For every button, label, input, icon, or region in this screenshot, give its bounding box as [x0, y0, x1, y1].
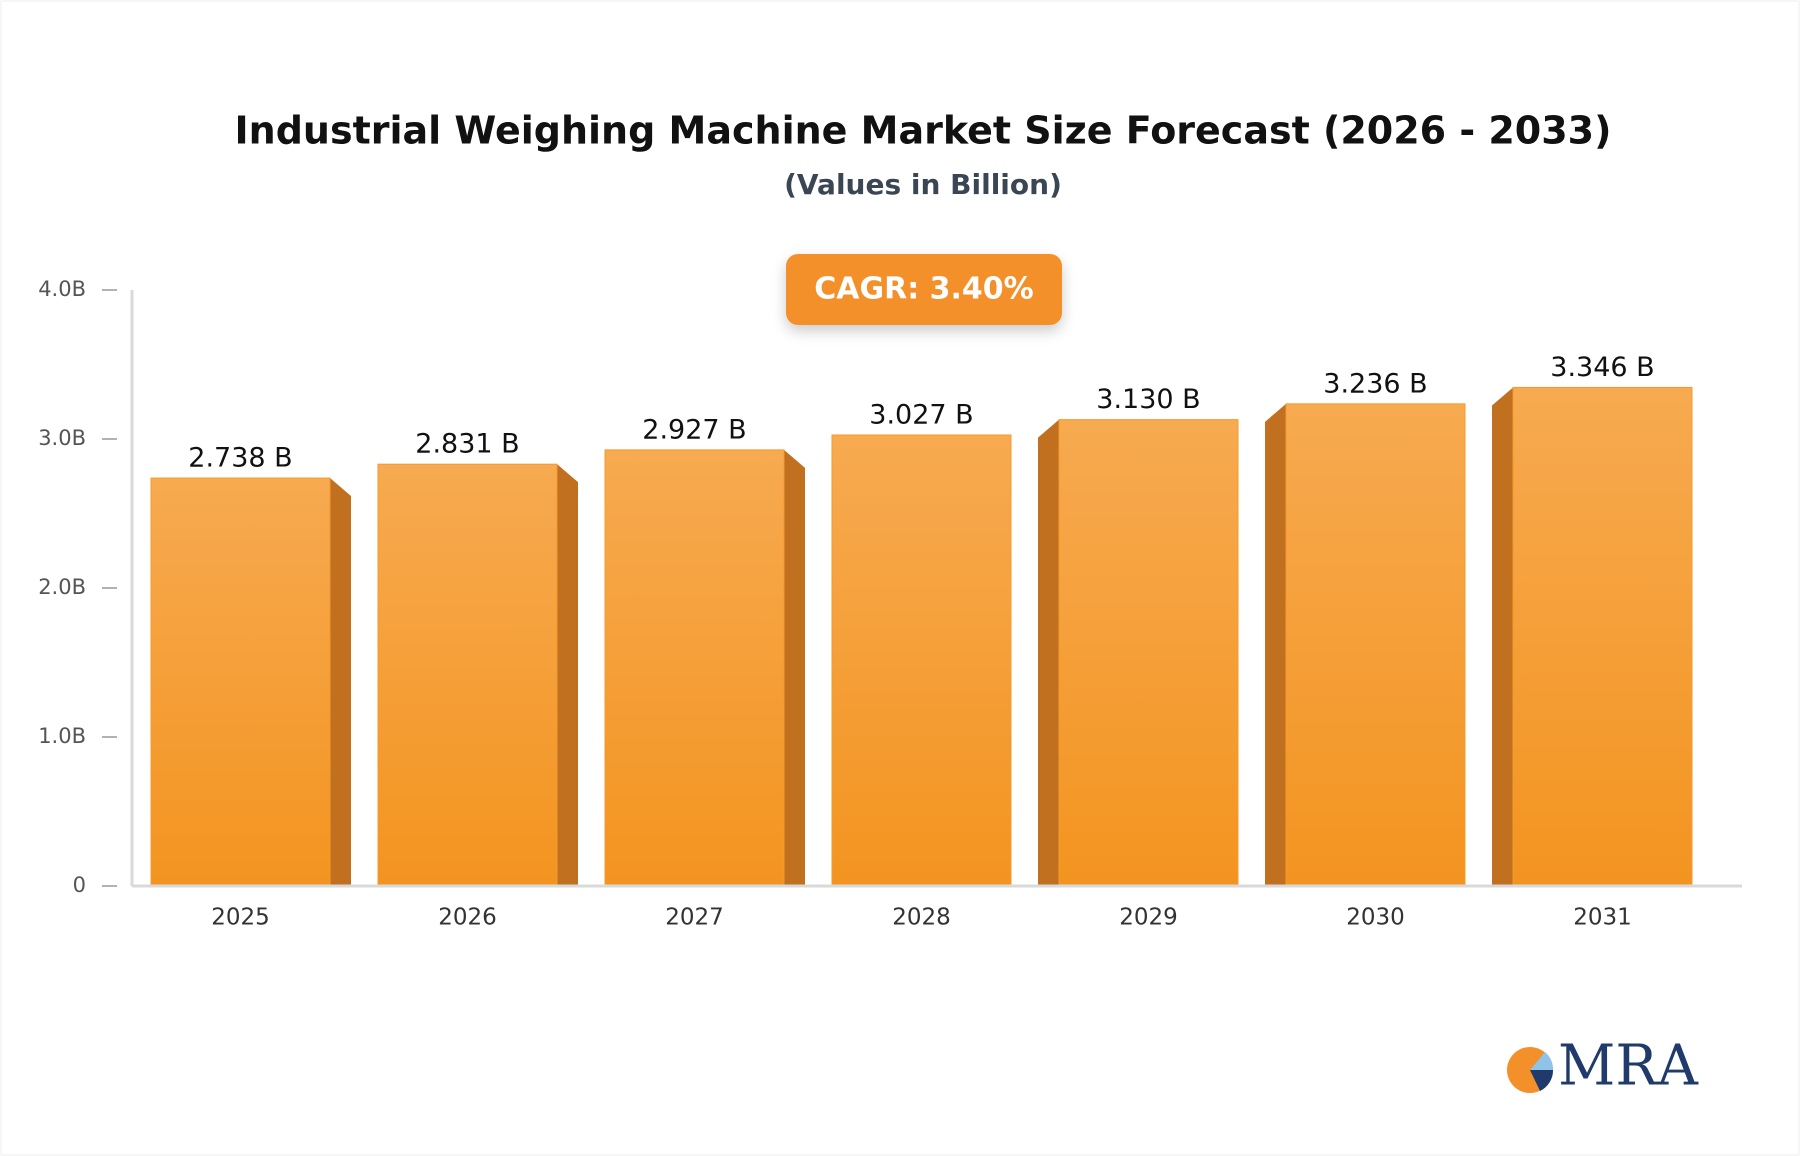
data-label: 3.130 B — [1096, 384, 1200, 415]
logo: MRA — [1507, 1034, 1699, 1099]
bar-side — [1265, 403, 1286, 886]
data-label: 3.236 B — [1323, 368, 1427, 399]
x-tick-label: 2028 — [892, 905, 951, 931]
bar — [1058, 419, 1239, 887]
x-tick-label: 2029 — [1119, 905, 1178, 931]
data-label: 2.831 B — [415, 429, 519, 460]
bar — [1285, 403, 1466, 887]
bar-side — [557, 464, 578, 886]
logo-icon-part — [1530, 1052, 1554, 1070]
bar-side — [1492, 387, 1513, 886]
x-tick-label: 2026 — [438, 905, 497, 931]
bar — [150, 477, 331, 887]
bar — [1512, 386, 1693, 887]
bar-side — [784, 449, 805, 886]
y-tick-label: 4.0B — [38, 277, 86, 301]
cagr-label: CAGR: 3.40% — [814, 272, 1033, 307]
bar — [831, 434, 1012, 887]
y-tick-label: 1.0B — [38, 724, 86, 748]
chart-subtitle: (Values in Billion) — [784, 168, 1062, 201]
x-tick-label: 2031 — [1573, 905, 1632, 931]
data-label: 2.927 B — [642, 414, 746, 445]
x-tick-label: 2025 — [211, 905, 270, 931]
bar — [377, 463, 558, 887]
data-label: 3.346 B — [1550, 352, 1654, 383]
cagr-badge — [786, 254, 1062, 325]
y-tick-label: 0 — [73, 873, 86, 897]
logo-icon-part — [1530, 1070, 1554, 1091]
y-tick-label: 2.0B — [38, 575, 86, 599]
bar — [604, 449, 785, 887]
logo-text: MRA — [1558, 1034, 1699, 1099]
x-tick-label: 2027 — [665, 905, 724, 931]
chart-title: Industrial Weighing Machine Market Size … — [235, 109, 1612, 153]
bar-side — [1038, 419, 1059, 886]
data-label: 3.027 B — [869, 399, 973, 430]
data-label: 2.738 B — [188, 443, 292, 474]
x-tick-label: 2030 — [1346, 905, 1405, 931]
bar-side — [330, 478, 351, 886]
y-tick-label: 3.0B — [38, 426, 86, 450]
